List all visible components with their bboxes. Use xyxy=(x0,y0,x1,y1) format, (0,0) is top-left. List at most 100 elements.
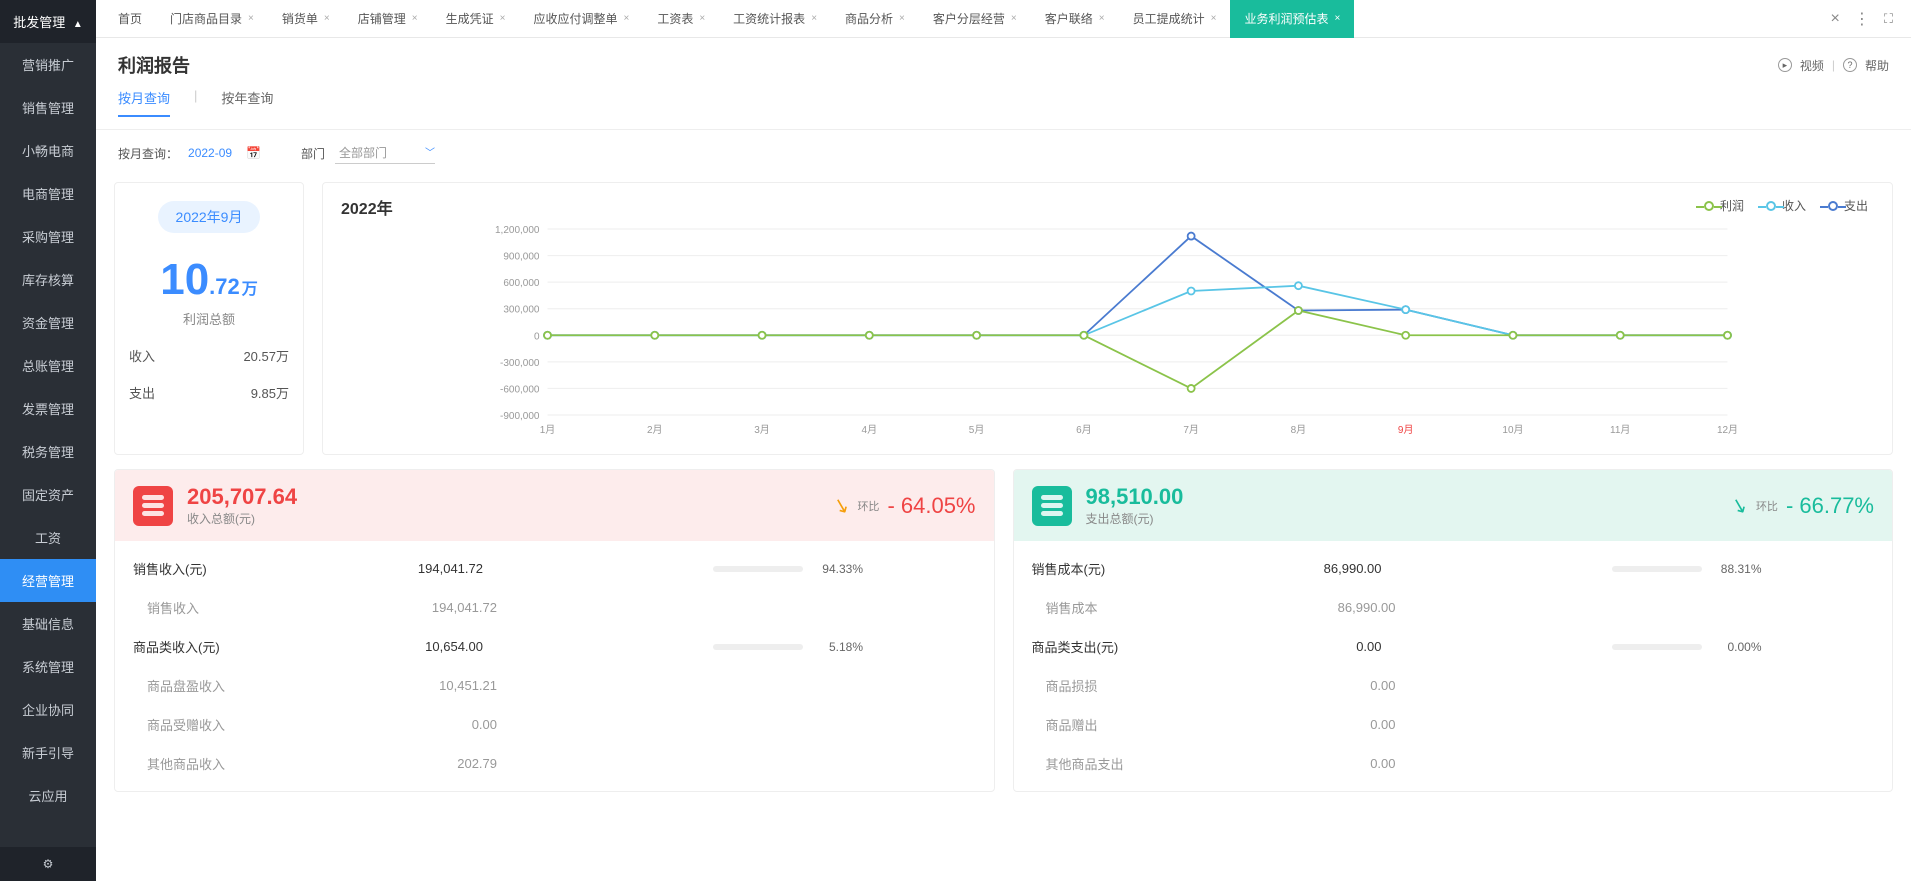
close-icon[interactable]: × xyxy=(500,13,506,24)
tab[interactable]: 生成凭证× xyxy=(432,0,520,38)
sidebar-item[interactable]: 经营管理 xyxy=(0,559,96,602)
tab[interactable]: 客户分层经营× xyxy=(919,0,1031,38)
tab-label: 门店商品目录 xyxy=(170,10,242,27)
tab[interactable]: 店铺管理× xyxy=(344,0,432,38)
settings-gear-button[interactable]: ⚙ xyxy=(0,847,96,881)
legend-income-label: 收入 xyxy=(1782,197,1806,214)
close-icon[interactable]: × xyxy=(248,13,254,24)
tab-label: 工资表 xyxy=(657,10,693,27)
sidebar-item[interactable]: 基础信息 xyxy=(0,602,96,645)
row-bar: 94.33% xyxy=(713,562,976,576)
sidebar-item[interactable]: 云应用 xyxy=(0,774,96,817)
month-filter-label: 按月查询： xyxy=(118,145,178,162)
svg-text:-900,000: -900,000 xyxy=(500,411,540,422)
close-icon[interactable]: × xyxy=(899,13,905,24)
video-icon[interactable]: ▸ xyxy=(1778,58,1792,72)
legend-income[interactable]: 收入 xyxy=(1766,197,1806,214)
close-all-tabs-icon[interactable]: × xyxy=(1831,10,1840,28)
tab-label: 商品分析 xyxy=(845,10,893,27)
close-icon[interactable]: × xyxy=(1011,13,1017,24)
sidebar-item[interactable]: 库存核算 xyxy=(0,258,96,301)
close-icon[interactable]: × xyxy=(811,13,817,24)
row-bar: 0.00% xyxy=(1612,640,1875,654)
tab[interactable]: 客户联络× xyxy=(1031,0,1119,38)
tab[interactable]: 销货单× xyxy=(268,0,344,38)
svg-text:-300,000: -300,000 xyxy=(500,358,540,369)
close-icon[interactable]: × xyxy=(623,13,629,24)
svg-text:12月: 12月 xyxy=(1717,424,1738,436)
legend-expense-label: 支出 xyxy=(1844,197,1868,214)
sidebar-category[interactable]: 批发管理 ▲ xyxy=(0,0,96,43)
trend-down-icon: ↘ xyxy=(1728,491,1751,519)
page-header: 利润报告 ▸ 视频 | ? 帮助 xyxy=(96,38,1911,88)
fullscreen-icon[interactable]: ⛶ xyxy=(1884,11,1893,27)
sidebar-item[interactable]: 新手引导 xyxy=(0,731,96,774)
svg-text:11月: 11月 xyxy=(1610,424,1630,436)
tab[interactable]: 商品分析 × xyxy=(831,0,919,38)
tab[interactable]: 门店商品目录 × xyxy=(156,0,268,38)
breakdown-row: 商品盘盈收入10,451.21 xyxy=(133,666,976,705)
expense-total-amount: 98,510.00 xyxy=(1086,484,1184,510)
profit-int: 10 xyxy=(160,255,209,304)
query-tab-year[interactable]: 按年查询 xyxy=(221,88,273,117)
profit-dec: .72 xyxy=(209,274,240,299)
profit-unit: 万 xyxy=(242,281,258,298)
svg-text:6月: 6月 xyxy=(1076,424,1092,436)
sidebar-item[interactable]: 资金管理 xyxy=(0,301,96,344)
sidebar-item[interactable]: 固定资产 xyxy=(0,473,96,516)
more-tabs-icon[interactable]: ⋮ xyxy=(1854,9,1870,29)
breakdown-row: 销售收入194,041.72 xyxy=(133,588,976,627)
close-icon[interactable]: × xyxy=(412,13,418,24)
close-icon[interactable]: × xyxy=(1099,13,1105,24)
breakdown-row: 商品损损0.00 xyxy=(1032,666,1875,705)
line-chart-card: 2022年 利润 收入 支出 -900,000-600,000-300,0000… xyxy=(322,182,1893,455)
sidebar-item[interactable]: 工资 xyxy=(0,516,96,559)
sidebar-item[interactable]: 系统管理 xyxy=(0,645,96,688)
tab[interactable]: 工资统计报表 × xyxy=(719,0,831,38)
tab[interactable]: 工资表 × xyxy=(643,0,719,38)
tab[interactable]: 应收应付调整单 × xyxy=(519,0,643,38)
sidebar-item[interactable]: 销售管理 xyxy=(0,86,96,129)
tabs-bar: 首页门店商品目录×销货单×店铺管理×生成凭证×应收应付调整单×工资表×工资统计报… xyxy=(96,0,1911,38)
sidebar-item[interactable]: 营销推广 xyxy=(0,43,96,86)
expense-hb-label: 环比 xyxy=(1756,498,1778,514)
tab-label: 应收应付调整单 xyxy=(533,10,617,27)
row-label: 商品损损 xyxy=(1046,676,1236,695)
month-filter-value[interactable]: 2022-09 xyxy=(188,146,232,160)
svg-text:2月: 2月 xyxy=(647,424,663,436)
row-value: 194,041.72 xyxy=(323,561,483,576)
sidebar-item[interactable]: 税务管理 xyxy=(0,430,96,473)
tab[interactable]: 员工提成统计× xyxy=(1119,0,1231,38)
sidebar-item[interactable]: 发票管理 xyxy=(0,387,96,430)
expense-mini-label: 支出 xyxy=(129,383,155,402)
chevron-down-icon: ﹀ xyxy=(425,144,435,159)
calendar-icon[interactable]: 📅 xyxy=(246,146,261,160)
tab-label: 工资统计报表 xyxy=(733,10,805,27)
close-icon[interactable]: × xyxy=(324,13,330,24)
close-icon[interactable]: × xyxy=(1334,13,1340,24)
sidebar-item[interactable]: 企业协同 xyxy=(0,688,96,731)
close-icon[interactable]: × xyxy=(1211,13,1217,24)
breakdown-row: 商品类收入(元)10,654.005.18% xyxy=(133,627,976,666)
caret-up-icon: ▲ xyxy=(73,19,83,30)
dept-select[interactable]: 全部部门 ﹀ xyxy=(335,142,435,164)
breakdown-row: 其他商品收入202.79 xyxy=(133,744,976,783)
sidebar: 批发管理 ▲ 营销推广销售管理小畅电商电商管理采购管理库存核算资金管理总账管理发… xyxy=(0,0,96,881)
sidebar-item[interactable]: 采购管理 xyxy=(0,215,96,258)
video-link[interactable]: 视频 xyxy=(1800,57,1824,74)
help-icon[interactable]: ? xyxy=(1843,58,1857,72)
close-icon[interactable]: × xyxy=(699,13,705,24)
legend-profit[interactable]: 利润 xyxy=(1704,197,1744,214)
help-link[interactable]: 帮助 xyxy=(1865,57,1889,74)
income-panel: 205,707.64 收入总额(元) ↘ 环比 - 64.05% 销售收入(元)… xyxy=(114,469,995,792)
sidebar-item[interactable]: 总账管理 xyxy=(0,344,96,387)
query-tab-month[interactable]: 按月查询 xyxy=(118,88,170,117)
row-value: 202.79 xyxy=(337,756,497,771)
sidebar-item[interactable]: 小畅电商 xyxy=(0,129,96,172)
tab[interactable]: 首页 xyxy=(104,0,156,38)
income-mini-value: 20.57万 xyxy=(243,346,289,365)
sidebar-item[interactable]: 电商管理 xyxy=(0,172,96,215)
legend-expense[interactable]: 支出 xyxy=(1828,197,1868,214)
tab[interactable]: 业务利润预估表× xyxy=(1230,0,1354,38)
breakdown-row: 商品受赠收入0.00 xyxy=(133,705,976,744)
